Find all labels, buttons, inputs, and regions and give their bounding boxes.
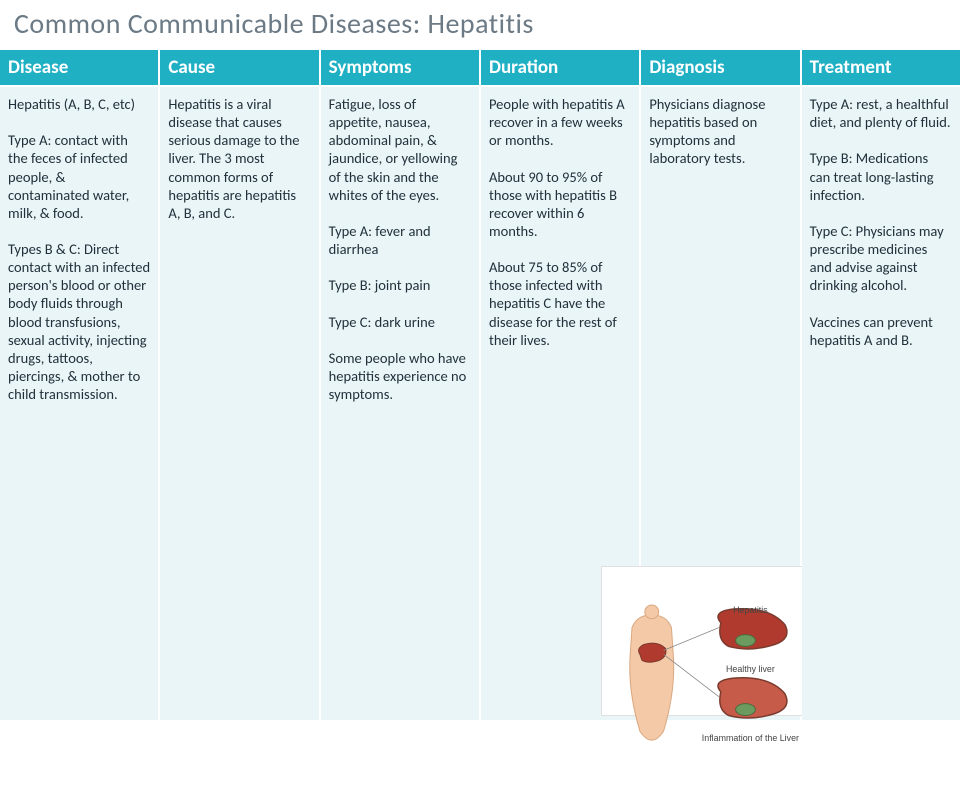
header-symptoms: Symptoms	[321, 50, 479, 87]
slide: Common Communicable Diseases: Hepatitis …	[0, 0, 960, 720]
illus-label-healthy: Healthy liver	[726, 664, 775, 674]
header-treatment: Treatment	[802, 50, 960, 87]
col-cause: Cause Hepatitis is a viral disease that …	[160, 50, 320, 720]
header-cause: Cause	[160, 50, 318, 87]
col-treatment: Treatment Type A: rest, a healthful diet…	[802, 50, 960, 720]
diseases-table: Disease Hepatitis (A, B, C, etc) Type A:…	[0, 49, 960, 720]
body-cause: Hepatitis is a viral disease that causes…	[160, 87, 318, 720]
body-symptoms: Fatigue, loss of appetite, nausea, abdom…	[321, 87, 479, 720]
illus-label-title: Hepatitis	[733, 605, 768, 615]
body-disease: Hepatitis (A, B, C, etc) Type A: contact…	[0, 87, 158, 720]
header-disease: Disease	[0, 50, 158, 87]
body-treatment: Type A: rest, a healthful diet, and plen…	[802, 87, 960, 720]
header-diagnosis: Diagnosis	[641, 50, 799, 87]
body-diagnosis: Physicians diagnose hepatitis based on s…	[641, 87, 799, 720]
illus-label-inflamed: Inflammation of the Liver	[702, 733, 799, 743]
col-diagnosis: Diagnosis Physicians diagnose hepatitis …	[641, 50, 801, 720]
col-disease: Disease Hepatitis (A, B, C, etc) Type A:…	[0, 50, 160, 720]
slide-title: Common Communicable Diseases: Hepatitis	[0, 0, 960, 49]
hepatitis-illustration: Hepatitis Healthy liver Inflammation of …	[601, 566, 811, 716]
header-duration: Duration	[481, 50, 639, 87]
col-symptoms: Symptoms Fatigue, loss of appetite, naus…	[321, 50, 481, 720]
